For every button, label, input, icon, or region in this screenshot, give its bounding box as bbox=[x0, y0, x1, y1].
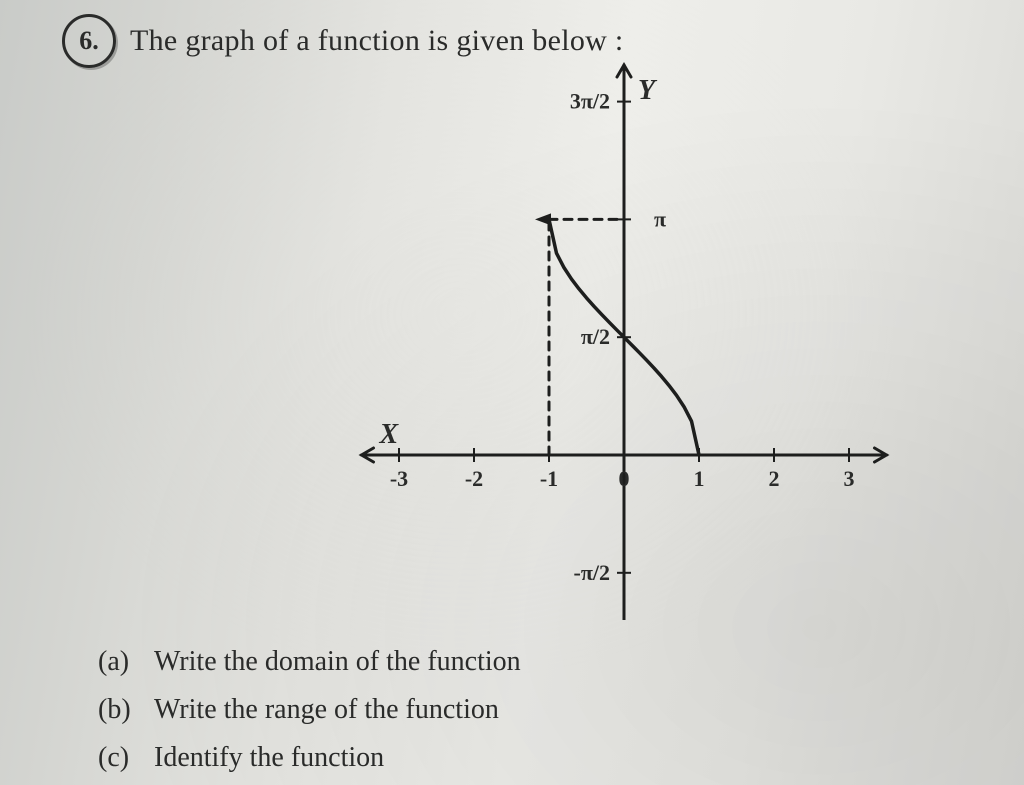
x-tick-label: 1 bbox=[694, 466, 705, 491]
question-number: 6. bbox=[79, 26, 99, 56]
x-axis-label: X bbox=[379, 419, 400, 450]
subpart-text: Write the range of the function bbox=[154, 686, 499, 734]
subpart-b: (b) Write the range of the function bbox=[98, 686, 521, 734]
y-tick-label: -π/2 bbox=[574, 560, 611, 585]
subpart-text: Identify the function bbox=[154, 734, 384, 782]
subpart-label: (b) bbox=[98, 686, 140, 734]
subpart-text: Write the domain of the function bbox=[154, 638, 521, 686]
function-graph: -3 -2 -1 0 1 2 3 3π/2 π π/2 -π/2 X Y bbox=[305, 50, 905, 620]
x-tick-label: 2 bbox=[769, 466, 780, 491]
subpart-a: (a) Write the domain of the function bbox=[98, 638, 521, 686]
x-tick-label: 0 bbox=[619, 466, 630, 491]
subpart-label: (c) bbox=[98, 734, 140, 782]
x-tick-label: -2 bbox=[465, 466, 483, 491]
question-subparts: (a) Write the domain of the function (b)… bbox=[98, 638, 521, 782]
y-tick-label: π/2 bbox=[581, 324, 610, 349]
curve-end-arrow-icon bbox=[535, 213, 551, 225]
x-tick-label: -3 bbox=[390, 466, 408, 491]
subpart-label: (a) bbox=[98, 638, 140, 686]
page-root: 6. The graph of a function is given belo… bbox=[0, 0, 1024, 785]
subpart-c: (c) Identify the function bbox=[98, 734, 521, 782]
x-tick-label: 3 bbox=[844, 466, 855, 491]
content-layer: 6. The graph of a function is given belo… bbox=[0, 0, 1024, 785]
question-number-badge: 6. bbox=[62, 14, 116, 68]
graph-container: -3 -2 -1 0 1 2 3 3π/2 π π/2 -π/2 X Y bbox=[305, 50, 905, 620]
y-tick-label: 3π/2 bbox=[570, 89, 610, 114]
x-tick-label: -1 bbox=[540, 466, 558, 491]
y-axis-label: Y bbox=[638, 75, 658, 106]
y-tick-label: π bbox=[654, 206, 666, 231]
